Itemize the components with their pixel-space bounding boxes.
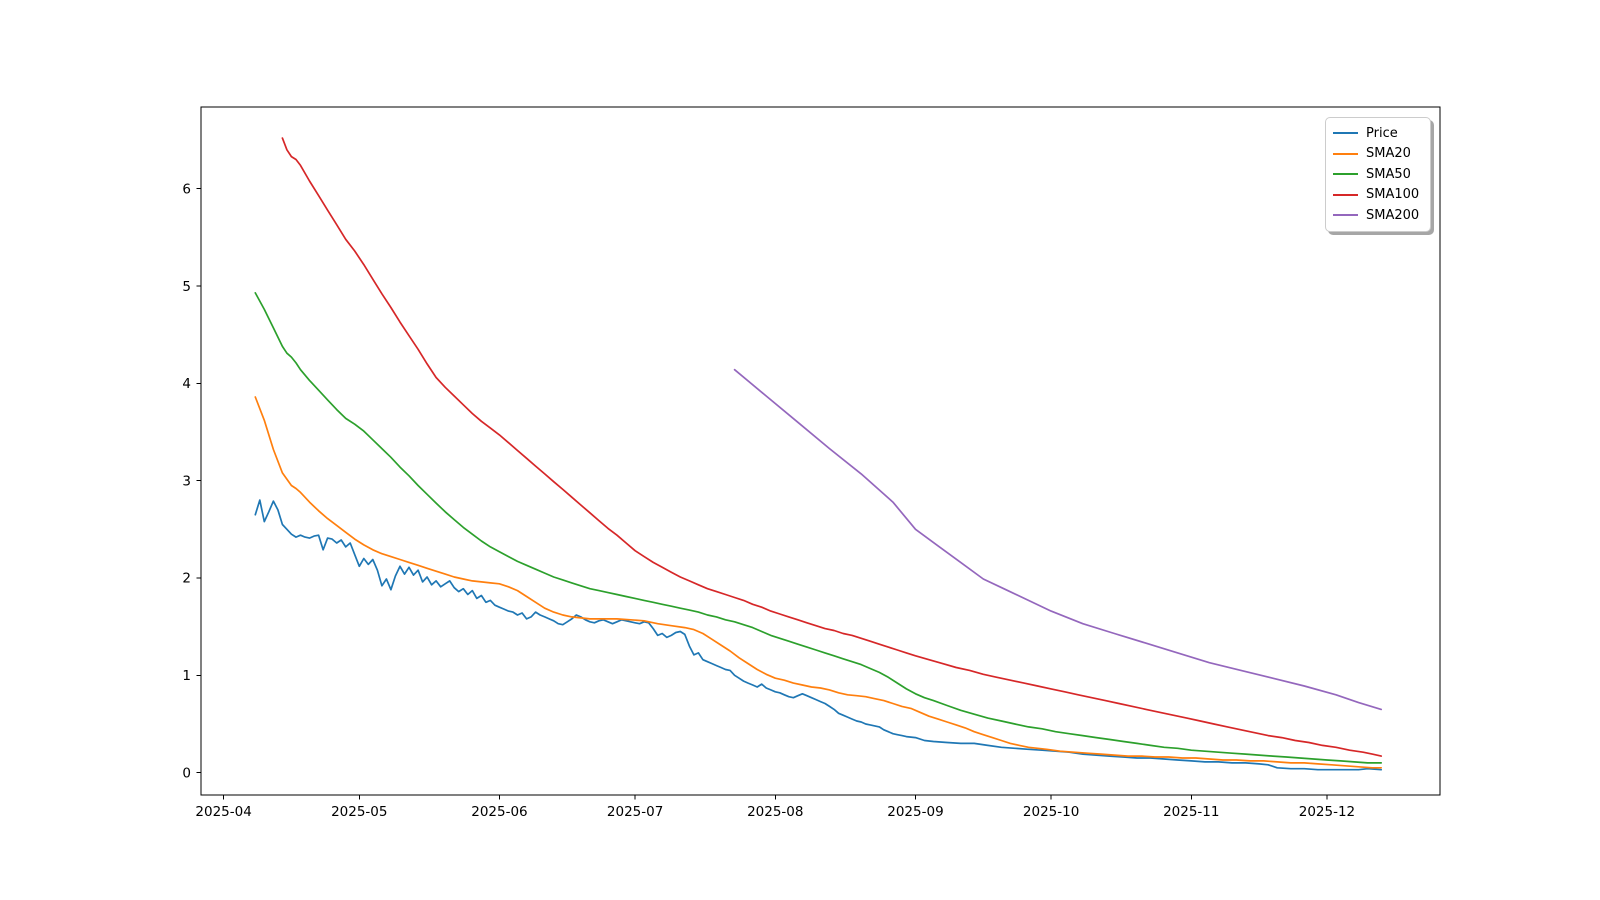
legend-label-sma100: SMA100 <box>1366 187 1420 203</box>
y-tick-label: 2 <box>182 571 191 587</box>
legend-label-sma50: SMA50 <box>1366 166 1411 182</box>
y-tick-label: 5 <box>182 279 191 295</box>
x-tick-label: 2025-04 <box>195 804 251 820</box>
legend-swatch-sma20 <box>1333 152 1358 155</box>
legend-swatch-sma100 <box>1333 193 1358 196</box>
y-tick-label: 3 <box>182 473 191 489</box>
legend-label-sma200: SMA200 <box>1366 207 1420 223</box>
legend-swatch-sma50 <box>1333 173 1358 176</box>
y-tick-label: 0 <box>182 765 191 781</box>
sma20-line <box>254 396 1383 769</box>
sma50-line <box>254 292 1383 764</box>
axes-frame <box>200 106 1441 796</box>
y-tick-label: 4 <box>182 376 191 392</box>
legend-label-sma20: SMA20 <box>1366 146 1411 162</box>
y-tick-label: 1 <box>182 668 191 684</box>
price-line <box>254 499 1383 771</box>
legend-item-price: Price <box>1333 123 1422 144</box>
legend-item-sma100: SMA100 <box>1333 185 1422 206</box>
legend-item-sma200: SMA200 <box>1333 205 1422 226</box>
sma100-line <box>281 137 1383 757</box>
x-tick-label: 2025-10 <box>1023 804 1079 820</box>
sma200-line <box>733 368 1383 711</box>
x-tick-label: 2025-05 <box>331 804 387 820</box>
legend-swatch-price <box>1333 132 1358 135</box>
legend-label-price: Price <box>1366 125 1398 141</box>
legend-swatch-sma200 <box>1333 214 1358 217</box>
legend: Price SMA20 SMA50 SMA100 SMA200 <box>1325 117 1431 232</box>
y-tick-label: 6 <box>182 181 191 197</box>
x-tick-label: 2025-12 <box>1299 804 1355 820</box>
x-tick-label: 2025-11 <box>1163 804 1219 820</box>
x-tick-label: 2025-08 <box>747 804 803 820</box>
legend-item-sma20: SMA20 <box>1333 144 1422 165</box>
x-tick-label: 2025-09 <box>887 804 943 820</box>
legend-item-sma50: SMA50 <box>1333 164 1422 185</box>
x-tick-label: 2025-07 <box>607 804 663 820</box>
x-tick-label: 2025-06 <box>471 804 527 820</box>
